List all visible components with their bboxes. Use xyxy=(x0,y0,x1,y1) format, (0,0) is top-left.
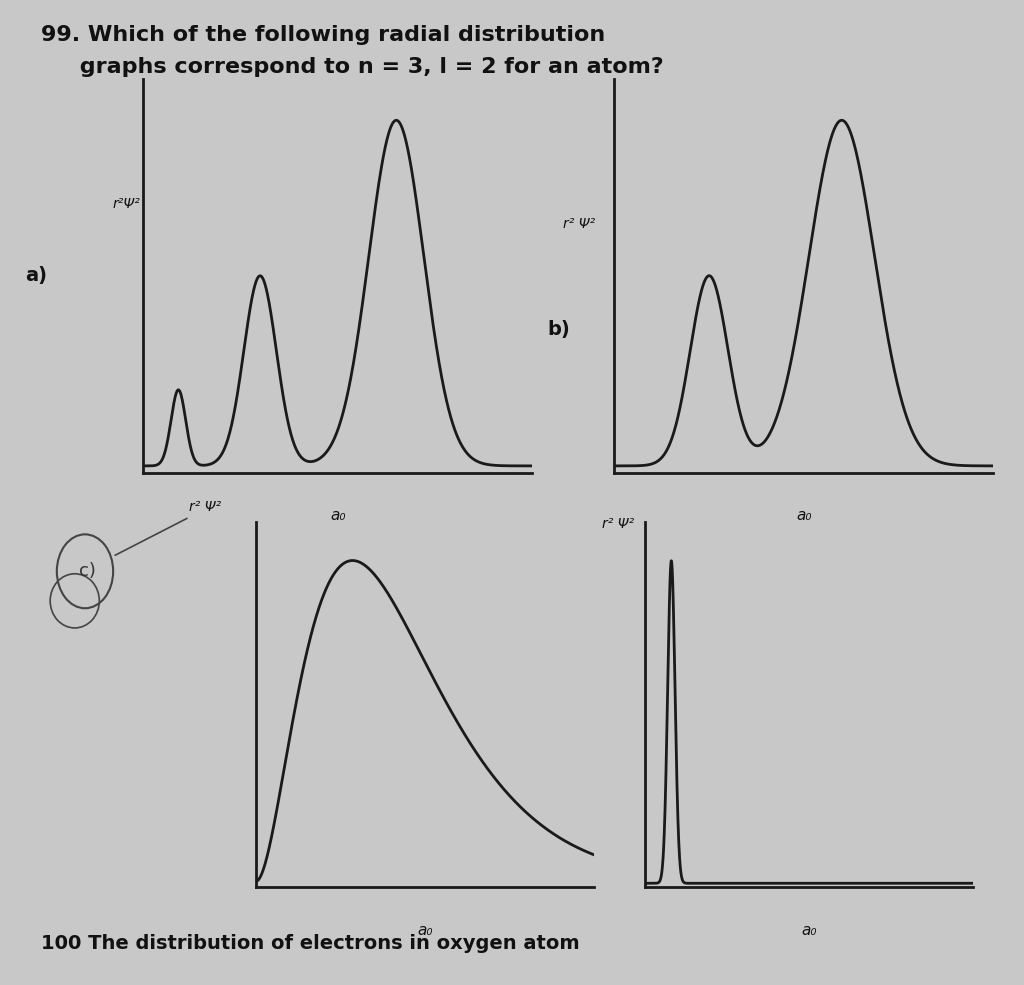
Text: r²Ψ²: r²Ψ² xyxy=(113,197,140,211)
Text: a₀: a₀ xyxy=(801,923,817,938)
Text: r² Ψ²: r² Ψ² xyxy=(563,217,595,230)
Text: r² Ψ²: r² Ψ² xyxy=(189,500,221,514)
Text: a₀: a₀ xyxy=(417,923,433,938)
Text: a): a) xyxy=(26,266,47,285)
Text: r² Ψ²: r² Ψ² xyxy=(602,517,634,531)
Text: a₀: a₀ xyxy=(330,508,346,523)
Text: c): c) xyxy=(79,562,95,580)
Text: d): d) xyxy=(558,571,581,590)
Text: 100 The distribution of electrons in oxygen atom: 100 The distribution of electrons in oxy… xyxy=(41,935,580,953)
Text: 99. Which of the following radial distribution: 99. Which of the following radial distri… xyxy=(41,25,605,44)
Text: b): b) xyxy=(548,320,570,339)
Text: a₀: a₀ xyxy=(796,508,812,523)
Text: graphs correspond to n = 3, l = 2 for an atom?: graphs correspond to n = 3, l = 2 for an… xyxy=(41,57,664,77)
